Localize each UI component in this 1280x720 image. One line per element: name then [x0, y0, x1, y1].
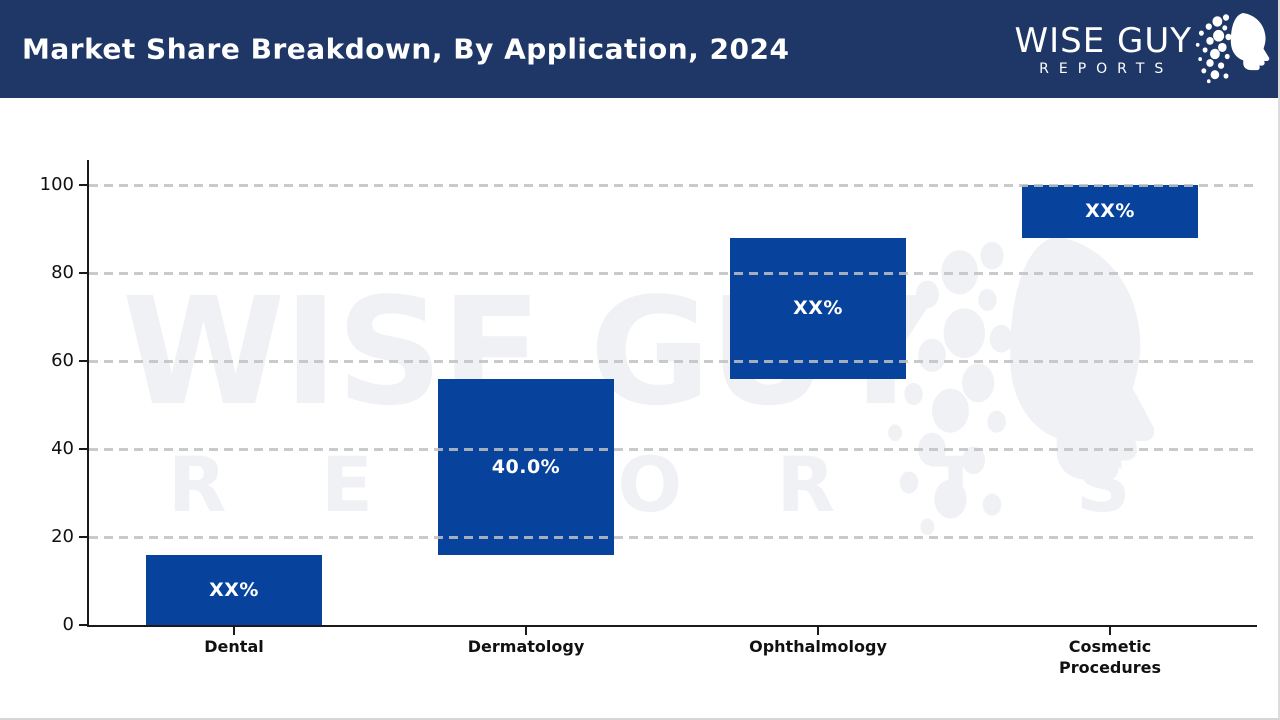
bar-dermatology: 40.0%	[438, 378, 614, 555]
y-tick-label-60: 60	[51, 350, 74, 371]
gridline-100	[89, 184, 1256, 187]
brand-subtitle: REPORTS	[1039, 61, 1174, 77]
x-axis-tick-cosmetic-procedures	[1109, 627, 1111, 635]
gridline-80	[89, 272, 1256, 275]
x-axis-spine	[87, 625, 1257, 627]
x-axis-tick-ophthalmology	[817, 627, 819, 635]
dotted-head-profile-icon	[1195, 12, 1270, 84]
bar-value-label-ophthalmology: XX%	[793, 297, 843, 320]
y-tick-label-0: 0	[62, 614, 74, 635]
brand-logo-text: WISE GUY REPORTS	[1014, 23, 1192, 77]
brand-name: WISE GUY	[1014, 21, 1192, 61]
y-axis-spine	[87, 160, 89, 627]
x-axis-tick-dental	[233, 627, 235, 635]
chart-area: WISE GUY R E P O R T S 0 20 40 60 80 100 Denta…	[0, 98, 1278, 718]
x-axis-tick-dermatology	[525, 627, 527, 635]
x-tick-label-cosmetic-procedures: Cosmetic Procedures	[1058, 637, 1162, 677]
y-tick-label-40: 40	[51, 438, 74, 459]
bar-value-label-cosmetic-procedures: XX%	[1085, 200, 1135, 223]
dotted-head-profile-watermark-icon	[878, 236, 1155, 536]
y-axis-tick-0	[79, 624, 87, 626]
x-tick-label-dermatology: Dermatology	[467, 637, 585, 656]
gridline-60	[89, 360, 1256, 363]
bar-value-label-dermatology: 40.0%	[491, 455, 561, 478]
bar-value-label-dental: XX%	[209, 578, 259, 601]
y-axis-tick-40	[79, 448, 87, 450]
y-axis-tick-20	[79, 536, 87, 538]
bar-ophthalmology: XX%	[730, 237, 906, 379]
y-axis-tick-80	[79, 272, 87, 274]
gridline-40	[89, 448, 1256, 451]
gridline-20	[89, 536, 1256, 539]
bar-dental: XX%	[146, 554, 322, 625]
page-title: Market Share Breakdown, By Application, …	[22, 32, 790, 66]
bar-cosmetic-procedures: XX%	[1022, 185, 1198, 238]
x-tick-label-dental: Dental	[204, 637, 264, 656]
x-tick-label-ophthalmology: Ophthalmology	[749, 637, 887, 656]
header-banner: Market Share Breakdown, By Application, …	[0, 0, 1278, 98]
y-axis-tick-100	[79, 184, 87, 186]
y-tick-label-20: 20	[51, 526, 74, 547]
brand-logo: WISE GUY REPORTS	[1014, 6, 1274, 94]
y-tick-label-80: 80	[51, 262, 74, 283]
y-axis-tick-60	[79, 360, 87, 362]
y-tick-label-100: 100	[39, 174, 74, 195]
